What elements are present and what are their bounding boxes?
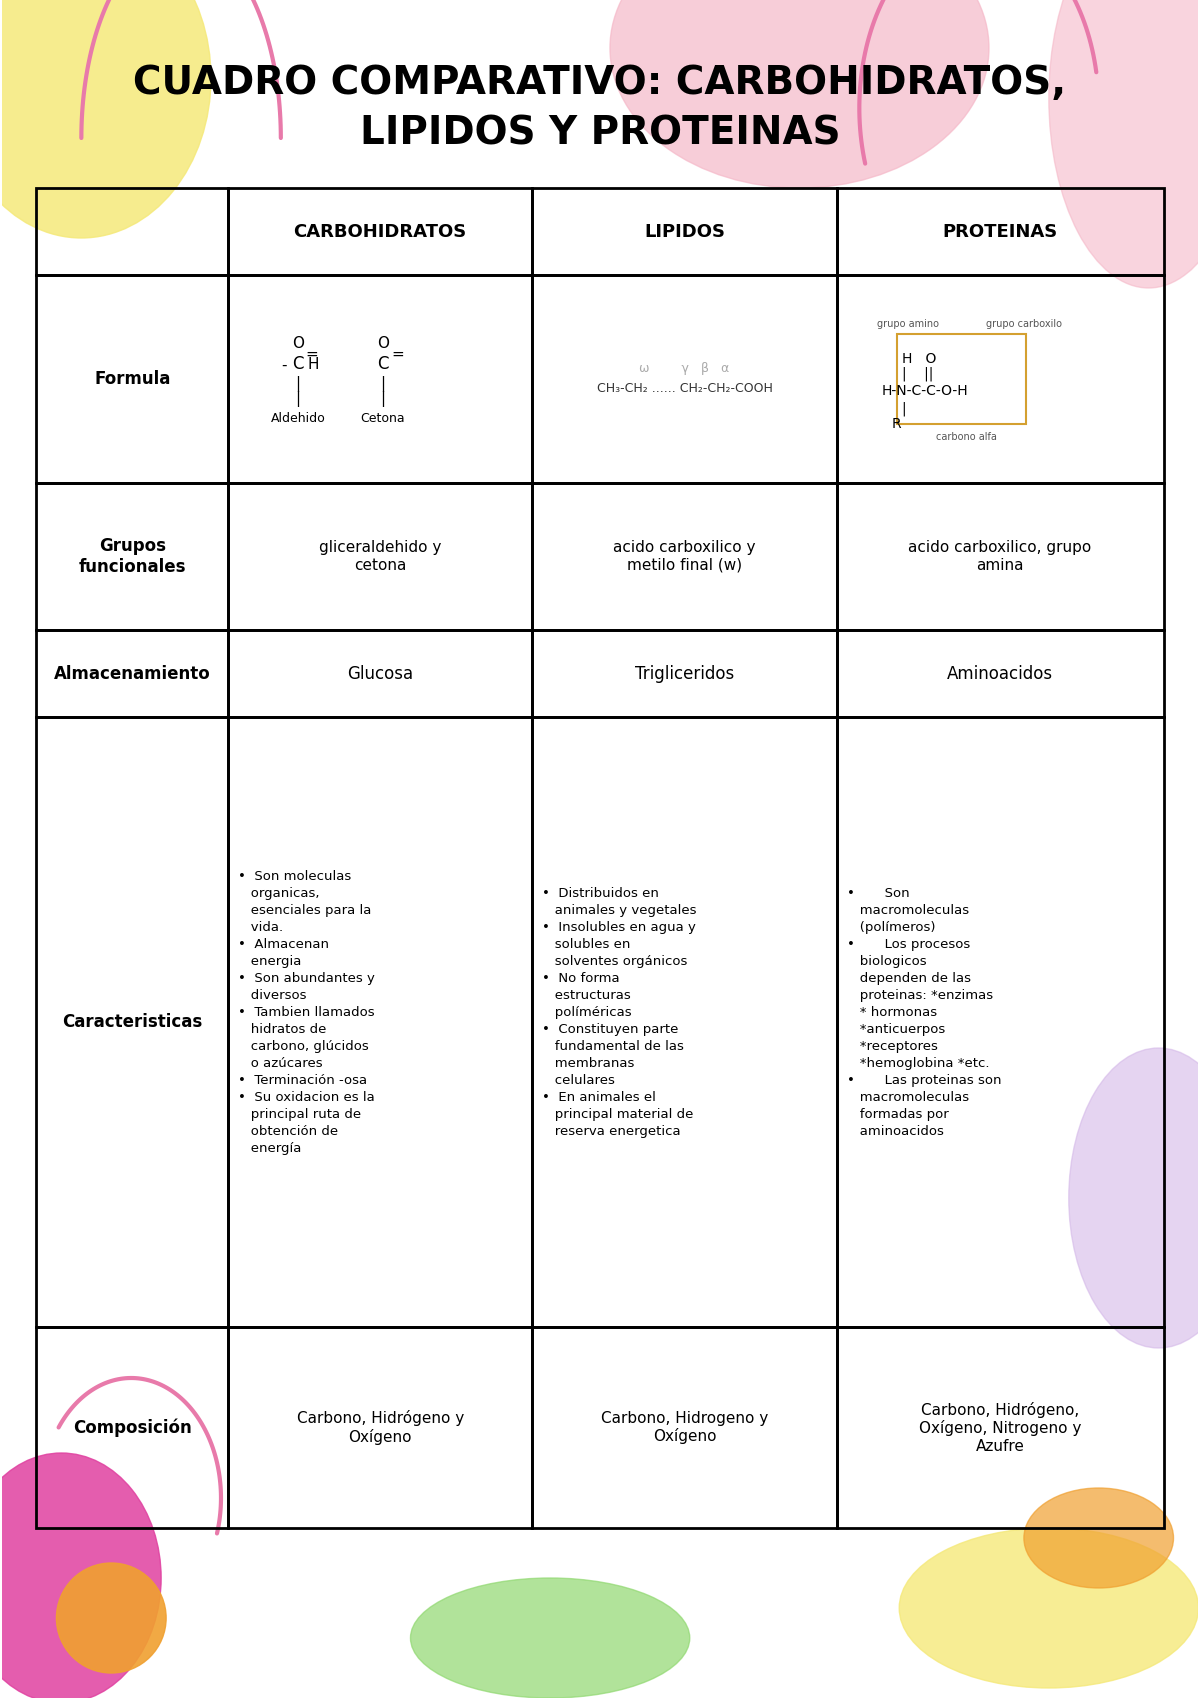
Text: acido carboxilico, grupo
amina: acido carboxilico, grupo amina — [908, 540, 1092, 572]
Text: CARBOHIDRATOS: CARBOHIDRATOS — [294, 222, 467, 241]
Text: |    ||: | || — [901, 367, 932, 380]
Text: ω        γ   β   α: ω γ β α — [640, 362, 730, 375]
Bar — [228, 630, 533, 717]
Text: Trigliceridos: Trigliceridos — [635, 664, 734, 683]
Text: carbono alfa: carbono alfa — [936, 431, 997, 441]
Text: Almacenamiento: Almacenamiento — [54, 664, 211, 683]
Bar — [36, 188, 228, 275]
Bar — [533, 717, 836, 1328]
Bar — [533, 1328, 836, 1528]
Ellipse shape — [1049, 0, 1200, 289]
Bar — [836, 188, 1164, 275]
Text: O: O — [292, 336, 304, 351]
Ellipse shape — [1069, 1048, 1200, 1348]
Text: gliceraldehido y
cetona: gliceraldehido y cetona — [319, 540, 442, 572]
Text: O: O — [377, 336, 389, 351]
Bar — [228, 275, 533, 482]
Bar — [36, 630, 228, 717]
Text: CUADRO COMPARATIVO: CARBOHIDRATOS,: CUADRO COMPARATIVO: CARBOHIDRATOS, — [133, 65, 1067, 102]
Text: Aldehido: Aldehido — [270, 413, 325, 426]
Bar — [836, 630, 1164, 717]
Text: =: = — [391, 346, 404, 362]
Text: |: | — [295, 391, 300, 408]
Text: CH₃-CH₂ ...... CH₂-CH₂-COOH: CH₃-CH₂ ...... CH₂-CH₂-COOH — [596, 382, 773, 396]
Text: Carbono, Hidrógeno y
Oxígeno: Carbono, Hidrógeno y Oxígeno — [296, 1411, 464, 1445]
Text: Carbono, Hidrógeno,
Oxígeno, Nitrogeno y
Azufre: Carbono, Hidrógeno, Oxígeno, Nitrogeno y… — [919, 1401, 1081, 1453]
Text: |: | — [295, 375, 300, 392]
Bar — [836, 275, 1164, 482]
Text: C: C — [292, 355, 304, 374]
Text: Caracteristicas: Caracteristicas — [62, 1014, 203, 1031]
Text: H: H — [307, 358, 318, 372]
Text: C: C — [377, 355, 389, 374]
Text: R: R — [892, 418, 901, 431]
Text: •  Distribuidos en
   animales y vegetales
•  Insolubles en agua y
   solubles e: • Distribuidos en animales y vegetales •… — [542, 886, 697, 1138]
Text: =: = — [306, 346, 318, 362]
Bar — [896, 335, 1026, 424]
Bar — [533, 188, 836, 275]
Text: acido carboxilico y
metilo final (w): acido carboxilico y metilo final (w) — [613, 540, 756, 572]
Text: H-N-C-C-O-H: H-N-C-C-O-H — [882, 384, 968, 397]
Bar — [36, 717, 228, 1328]
Bar — [36, 1328, 228, 1528]
Text: Cetona: Cetona — [360, 413, 404, 426]
Text: |: | — [380, 391, 385, 408]
Bar — [228, 1328, 533, 1528]
Text: PROTEINAS: PROTEINAS — [942, 222, 1057, 241]
Text: LIPIDOS: LIPIDOS — [644, 222, 725, 241]
Text: grupo amino: grupo amino — [876, 319, 938, 329]
Bar — [228, 188, 533, 275]
Text: |: | — [380, 375, 385, 392]
Text: Aminoacidos: Aminoacidos — [947, 664, 1054, 683]
Bar — [533, 482, 836, 630]
Bar — [533, 630, 836, 717]
Bar — [836, 717, 1164, 1328]
Ellipse shape — [899, 1528, 1199, 1688]
Text: grupo carboxilo: grupo carboxilo — [986, 319, 1062, 329]
Text: •  Son moleculas
   organicas,
   esenciales para la
   vida.
•  Almacenan
   en: • Son moleculas organicas, esenciales pa… — [238, 869, 374, 1155]
Bar — [836, 482, 1164, 630]
Ellipse shape — [0, 1453, 161, 1698]
Bar — [228, 717, 533, 1328]
Bar — [533, 275, 836, 482]
Ellipse shape — [0, 0, 211, 238]
Text: Grupos
funcionales: Grupos funcionales — [78, 537, 186, 576]
Text: Formula: Formula — [94, 370, 170, 387]
Text: LIPIDOS Y PROTEINAS: LIPIDOS Y PROTEINAS — [360, 114, 840, 153]
Text: Composición: Composición — [73, 1418, 192, 1437]
Text: -: - — [281, 358, 287, 372]
Bar — [36, 275, 228, 482]
Text: •       Son
   macromoleculas
   (polímeros)
•       Los procesos
   biologicos
: • Son macromoleculas (polímeros) • Los p… — [847, 886, 1001, 1138]
Ellipse shape — [610, 0, 989, 188]
Ellipse shape — [410, 1577, 690, 1698]
Text: H   O: H O — [901, 351, 936, 367]
Text: |: | — [901, 402, 906, 416]
Ellipse shape — [1024, 1487, 1174, 1588]
Ellipse shape — [56, 1562, 166, 1673]
Text: Carbono, Hidrogeno y
Oxígeno: Carbono, Hidrogeno y Oxígeno — [601, 1411, 768, 1445]
Bar — [36, 482, 228, 630]
Bar — [228, 482, 533, 630]
Text: Glucosa: Glucosa — [347, 664, 413, 683]
Bar — [836, 1328, 1164, 1528]
